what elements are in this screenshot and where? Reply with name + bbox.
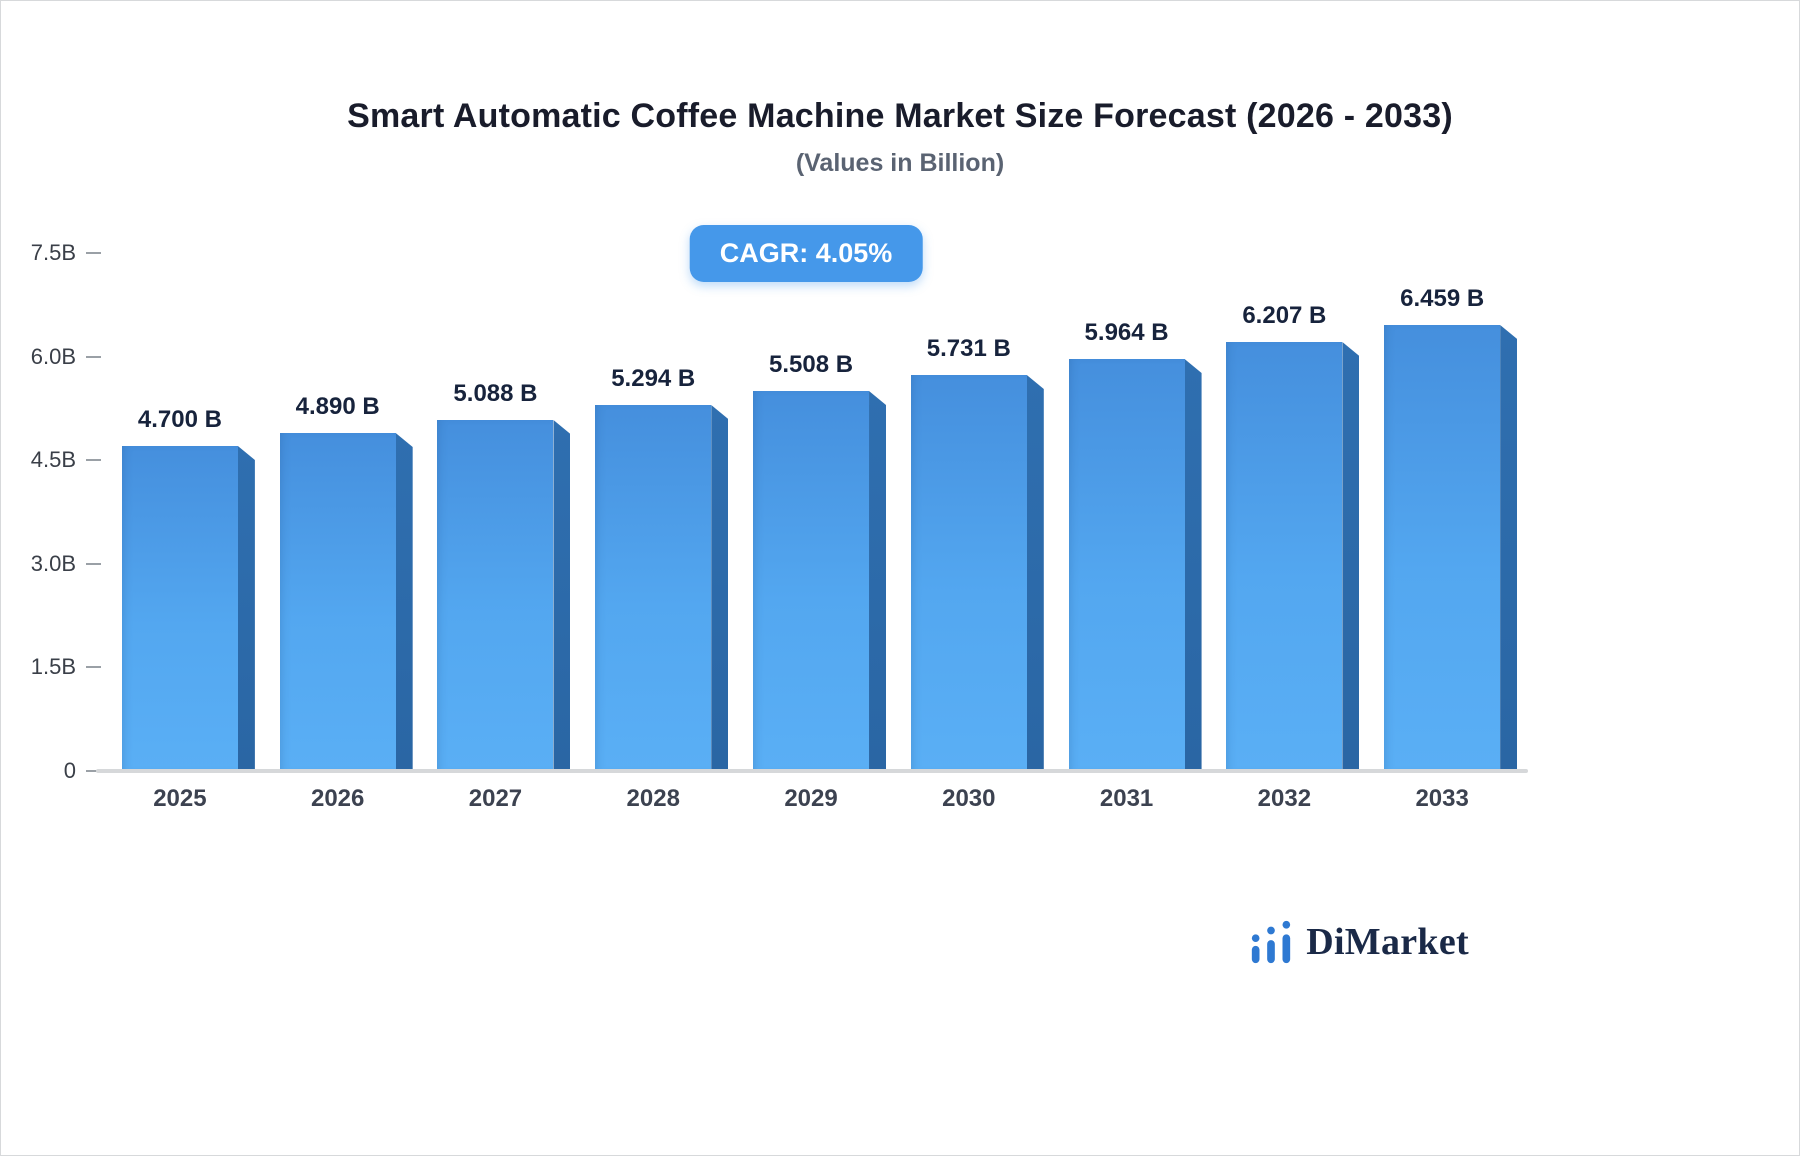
x-axis-label: 2032 [1257,785,1312,812]
bar-value-label: 5.964 B [1084,319,1169,346]
y-axis: 7.5B 6.0B 4.5B 3.0B 1.5B 0 [1,240,101,783]
y-tick-mark [86,770,101,772]
y-tick: 6.0B [1,344,101,370]
x-axis-label: 2033 [1415,785,1469,812]
y-tick: 7.5B [1,240,101,266]
y-tick-label: 7.5B [30,240,76,265]
bar-group: 5.294 B [574,253,732,771]
bar [1384,325,1518,771]
chart-title: Smart Automatic Coffee Machine Market Si… [347,97,1453,135]
bar-group: 5.508 B [732,253,890,771]
bar-group: 5.731 B [890,253,1048,771]
x-axis-label: 2027 [468,785,523,812]
y-tick-label: 3.0B [30,550,76,576]
bar-group: 5.088 B [417,253,575,771]
bar-side [869,391,887,771]
bar-group: 5.964 B [1048,253,1206,771]
brand-logo: DiMarket [1248,919,1469,965]
y-tick-mark [86,666,101,669]
bar-side [711,405,729,771]
bar-value-label: 6.207 B [1242,302,1327,329]
bar-side [395,433,413,771]
bar-value-label: 6.459 B [1400,285,1485,312]
bar-value-label: 5.294 B [611,365,696,392]
bar-value-label: 5.508 B [768,351,854,378]
y-tick: 0 [1,758,101,784]
plot-area: 4.700 B 4.890 B 5.088 B 5.294 B 5.508 B 5.731… [101,253,1521,771]
bar-side [1342,342,1360,771]
y-tick-mark [86,459,101,462]
x-axis-line [96,769,1528,773]
brand-name: DiMarket [1306,921,1469,963]
y-tick-label: 0 [63,758,76,783]
x-axis-label: 2028 [626,785,680,812]
y-tick-label: 4.5B [30,447,76,473]
cagr-badge: CAGR: 4.05% [689,225,923,282]
y-tick-mark [86,355,101,358]
bar [595,405,729,771]
bar-side [237,446,255,771]
bar-group: 6.459 B [1363,253,1521,771]
y-tick-label: 1.5B [30,654,76,680]
bar-side [1500,325,1518,771]
bar-chart-dots-icon [1252,920,1291,964]
y-tick-label: 6.0B [30,343,76,369]
x-axis: 2025 2026 2027 2028 2029 2030 2031 2032 2033 [101,785,1521,813]
bar-side [1026,375,1044,771]
bar-side [553,420,571,771]
y-tick: 4.5B [1,447,101,473]
y-tick: 1.5B [1,654,101,680]
chart-subtitle: (Values in Billion) [795,149,1005,177]
bar [1226,342,1360,771]
x-axis-label: 2025 [153,785,207,812]
bar [910,375,1044,771]
x-axis-label: 2026 [310,785,365,812]
bar [1068,359,1202,771]
x-axis-label: 2030 [942,785,996,812]
y-tick-mark [86,562,101,565]
y-tick-mark [86,252,101,254]
bar-group: 4.890 B [259,253,417,771]
bar-value-label: 5.731 B [926,335,1011,362]
bar [279,433,413,771]
bar-group: 4.700 B [101,253,259,771]
bar-group: 6.207 B [1205,253,1363,771]
bar [437,420,571,771]
bar-value-label: 4.890 B [295,393,380,420]
x-axis-label: 2031 [1099,785,1154,812]
bar-value-label: 5.088 B [453,380,538,407]
x-axis-label: 2029 [784,785,838,812]
bar-value-label: 4.700 B [137,406,222,433]
bar [121,446,255,771]
bar-side [1184,359,1202,771]
y-tick: 3.0B [1,551,101,577]
bar [753,391,887,771]
